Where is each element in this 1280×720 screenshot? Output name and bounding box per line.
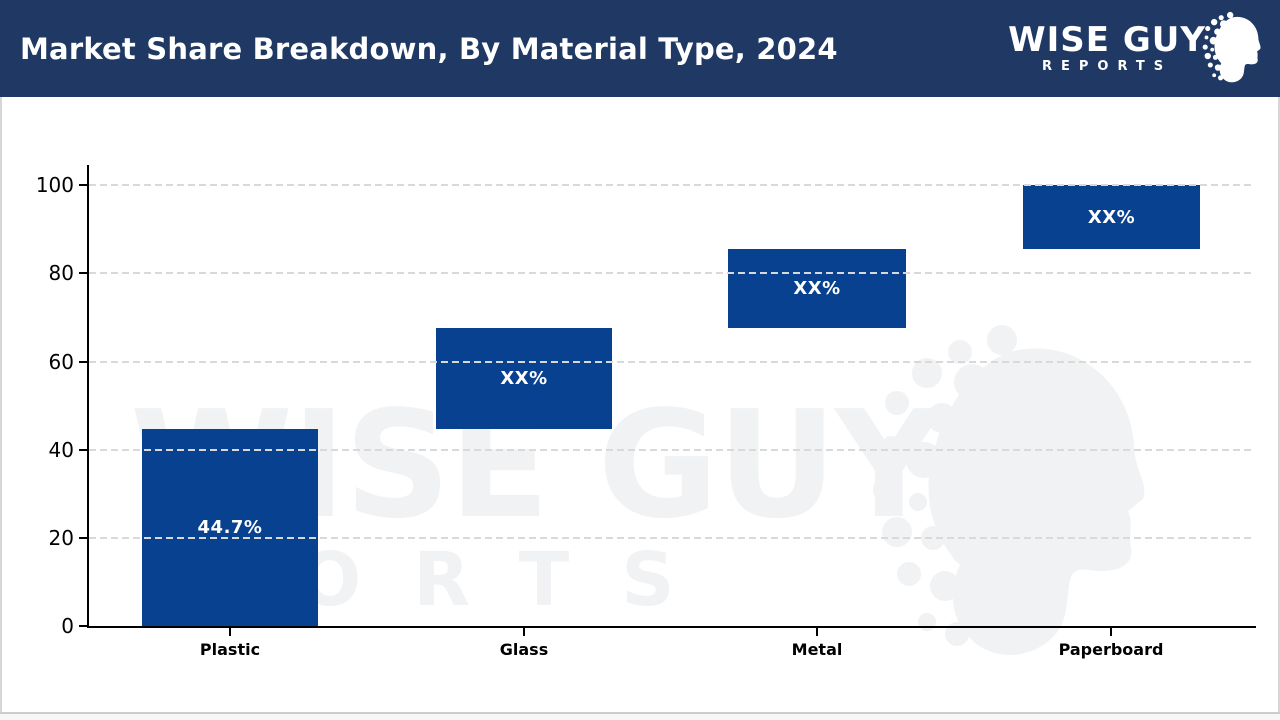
y-tick-80 xyxy=(79,272,87,274)
bar-metal: XX% xyxy=(728,249,906,328)
gridline-60 xyxy=(89,361,1253,363)
wise-guy-reports-logo: WISE GUY REPORTS xyxy=(1008,10,1266,88)
y-tick-label: 100 xyxy=(35,173,74,197)
bar-value-label: 44.7% xyxy=(197,517,263,538)
category-label-paperboard: Paperboard xyxy=(1058,640,1164,659)
gridline-80 xyxy=(89,272,1253,274)
bar-value-label: XX% xyxy=(793,278,841,299)
gridline-20 xyxy=(89,537,1253,539)
category-label-glass: Glass xyxy=(499,640,549,659)
header-bar: Market Share Breakdown, By Material Type… xyxy=(0,0,1280,97)
gridline-100 xyxy=(89,184,1253,186)
x-tick-metal xyxy=(816,628,818,636)
dotted-head-icon xyxy=(1202,11,1261,82)
x-tick-paperboard xyxy=(1110,628,1112,636)
logo-wordmark: WISE GUY xyxy=(1008,19,1206,60)
page-title: Market Share Breakdown, By Material Type… xyxy=(20,31,838,66)
category-label-plastic: Plastic xyxy=(199,640,261,659)
y-tick-0 xyxy=(79,625,87,627)
x-axis-line xyxy=(87,626,1256,628)
logo-text: WISE GUY REPORTS xyxy=(1008,19,1206,75)
category-label-metal: Metal xyxy=(791,640,843,659)
x-tick-plastic xyxy=(229,628,231,636)
y-axis-line xyxy=(87,165,89,628)
y-tick-100 xyxy=(79,184,87,186)
watermark-dotted-head xyxy=(873,325,1145,655)
logo-subtitle: REPORTS xyxy=(1042,59,1173,75)
y-tick-label: 40 xyxy=(48,438,74,462)
gridline-40 xyxy=(89,449,1253,451)
x-tick-glass xyxy=(523,628,525,636)
bottom-divider xyxy=(0,712,1280,720)
y-tick-label: 80 xyxy=(48,261,74,285)
y-tick-label: 0 xyxy=(61,614,74,638)
y-tick-label: 60 xyxy=(48,350,74,374)
bar-value-label: XX% xyxy=(1087,206,1136,228)
bar-glass: XX% xyxy=(436,328,612,429)
y-tick-label: 20 xyxy=(48,526,74,550)
y-tick-60 xyxy=(79,361,87,363)
bar-value-label: XX% xyxy=(500,368,548,389)
bar-plastic: 44.7% xyxy=(142,429,318,626)
y-tick-40 xyxy=(79,449,87,451)
bar-paperboard: XX% xyxy=(1023,185,1200,249)
y-tick-20 xyxy=(79,537,87,539)
